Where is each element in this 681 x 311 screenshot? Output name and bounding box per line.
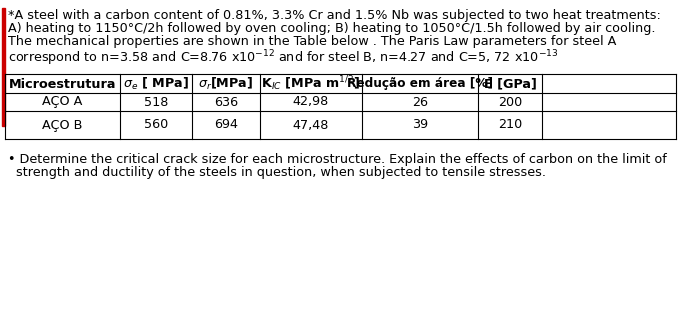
Text: 694: 694	[214, 118, 238, 132]
Text: K$_{IC}$ [MPa m$^{1/2}$]: K$_{IC}$ [MPa m$^{1/2}$]	[262, 75, 360, 93]
Text: *A steel with a carbon content of 0.81%, 3.3% Cr and 1.5% Nb was subjected to tw: *A steel with a carbon content of 0.81%,…	[8, 9, 661, 22]
Text: 200: 200	[498, 95, 522, 109]
Text: A) heating to 1150°C/2h followed by oven cooling; B) heating to 1050°C/1.5h foll: A) heating to 1150°C/2h followed by oven…	[8, 22, 656, 35]
Text: 26: 26	[412, 95, 428, 109]
Text: strength and ductility of the steels in question, when subjected to tensile stre: strength and ductility of the steels in …	[8, 166, 546, 179]
Text: AÇO A: AÇO A	[42, 95, 82, 109]
Text: 518: 518	[144, 95, 168, 109]
Text: $\sigma_e$ [ MPa]: $\sigma_e$ [ MPa]	[123, 76, 189, 92]
Text: 210: 210	[498, 118, 522, 132]
Text: 636: 636	[214, 95, 238, 109]
Text: correspond to n=3.58 and C=8.76 x10$^{-12}$ and for steel B, n=4.27 and C=5, 72 : correspond to n=3.58 and C=8.76 x10$^{-1…	[8, 48, 558, 67]
Text: $\sigma_r$[MPa]: $\sigma_r$[MPa]	[198, 76, 253, 92]
Text: Redução em área [%]: Redução em área [%]	[347, 77, 493, 91]
Text: 42,98: 42,98	[293, 95, 329, 109]
Bar	[2, 8, 5, 126]
Text: 560: 560	[144, 118, 168, 132]
Text: 47,48: 47,48	[293, 118, 329, 132]
Text: Microestrutura: Microestrutura	[9, 77, 116, 91]
Text: The mechanical properties are shown in the Table below . The Paris Law parameter: The mechanical properties are shown in t…	[8, 35, 616, 48]
Text: 39: 39	[412, 118, 428, 132]
Text: • Determine the critical crack size for each microstructure. Explain the effects: • Determine the critical crack size for …	[8, 153, 667, 166]
Text: E [GPa]: E [GPa]	[484, 77, 537, 91]
Text: AÇO B: AÇO B	[42, 118, 82, 132]
